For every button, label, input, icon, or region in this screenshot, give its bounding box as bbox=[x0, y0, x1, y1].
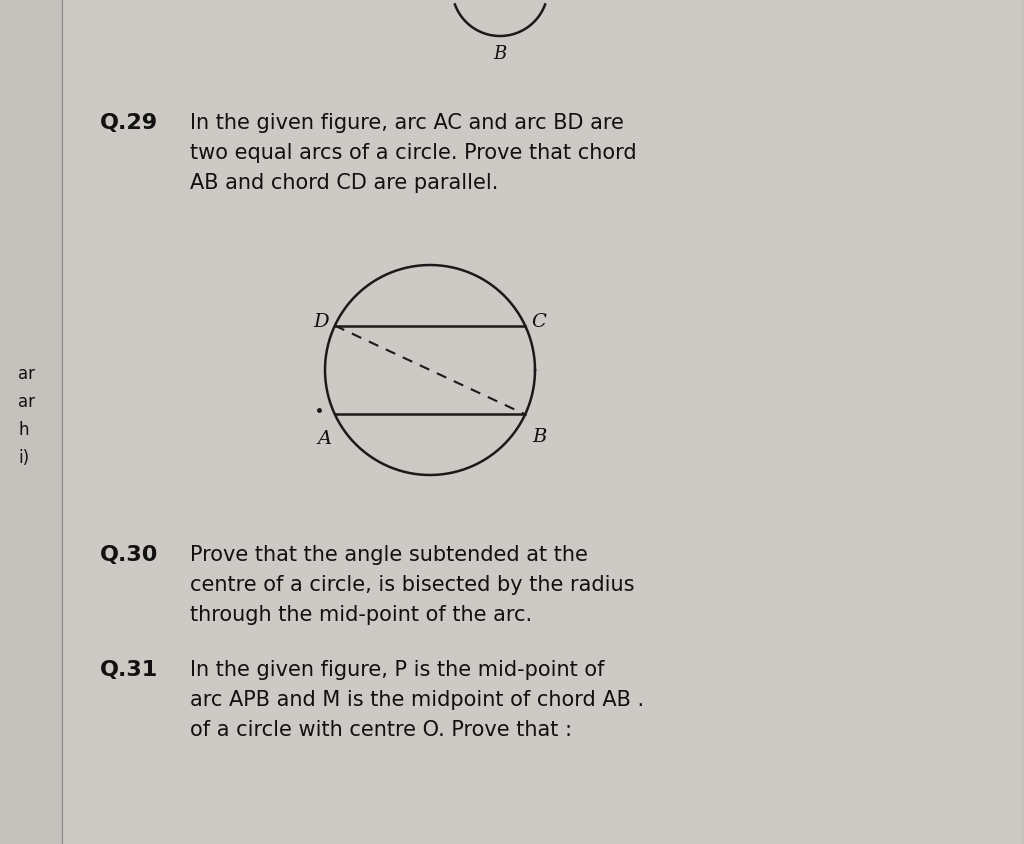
Text: two equal arcs of a circle. Prove that chord: two equal arcs of a circle. Prove that c… bbox=[190, 143, 637, 163]
Text: C: C bbox=[531, 312, 547, 331]
Text: D: D bbox=[313, 312, 329, 331]
Text: In the given figure, arc AC and arc BD are: In the given figure, arc AC and arc BD a… bbox=[190, 113, 624, 133]
Text: Q.30: Q.30 bbox=[100, 545, 159, 565]
Text: Q.31: Q.31 bbox=[100, 660, 159, 680]
Text: ar: ar bbox=[18, 365, 35, 383]
Text: of a circle with centre O. Prove that :: of a circle with centre O. Prove that : bbox=[190, 720, 572, 740]
Text: arc APB and M is the midpoint of chord AB .: arc APB and M is the midpoint of chord A… bbox=[190, 690, 644, 710]
Text: i): i) bbox=[18, 449, 29, 467]
Text: ar: ar bbox=[18, 393, 35, 411]
Text: h: h bbox=[18, 421, 29, 439]
Text: B: B bbox=[532, 429, 547, 446]
Text: AB and chord CD are parallel.: AB and chord CD are parallel. bbox=[190, 173, 499, 193]
Text: centre of a circle, is bisected by the radius: centre of a circle, is bisected by the r… bbox=[190, 575, 635, 595]
Text: A: A bbox=[317, 430, 332, 448]
Text: Q.29: Q.29 bbox=[100, 113, 158, 133]
Text: Prove that the angle subtended at the: Prove that the angle subtended at the bbox=[190, 545, 588, 565]
Text: through the mid-point of the arc.: through the mid-point of the arc. bbox=[190, 605, 532, 625]
Text: In the given figure, P is the mid-point of: In the given figure, P is the mid-point … bbox=[190, 660, 604, 680]
Text: B: B bbox=[494, 45, 507, 63]
